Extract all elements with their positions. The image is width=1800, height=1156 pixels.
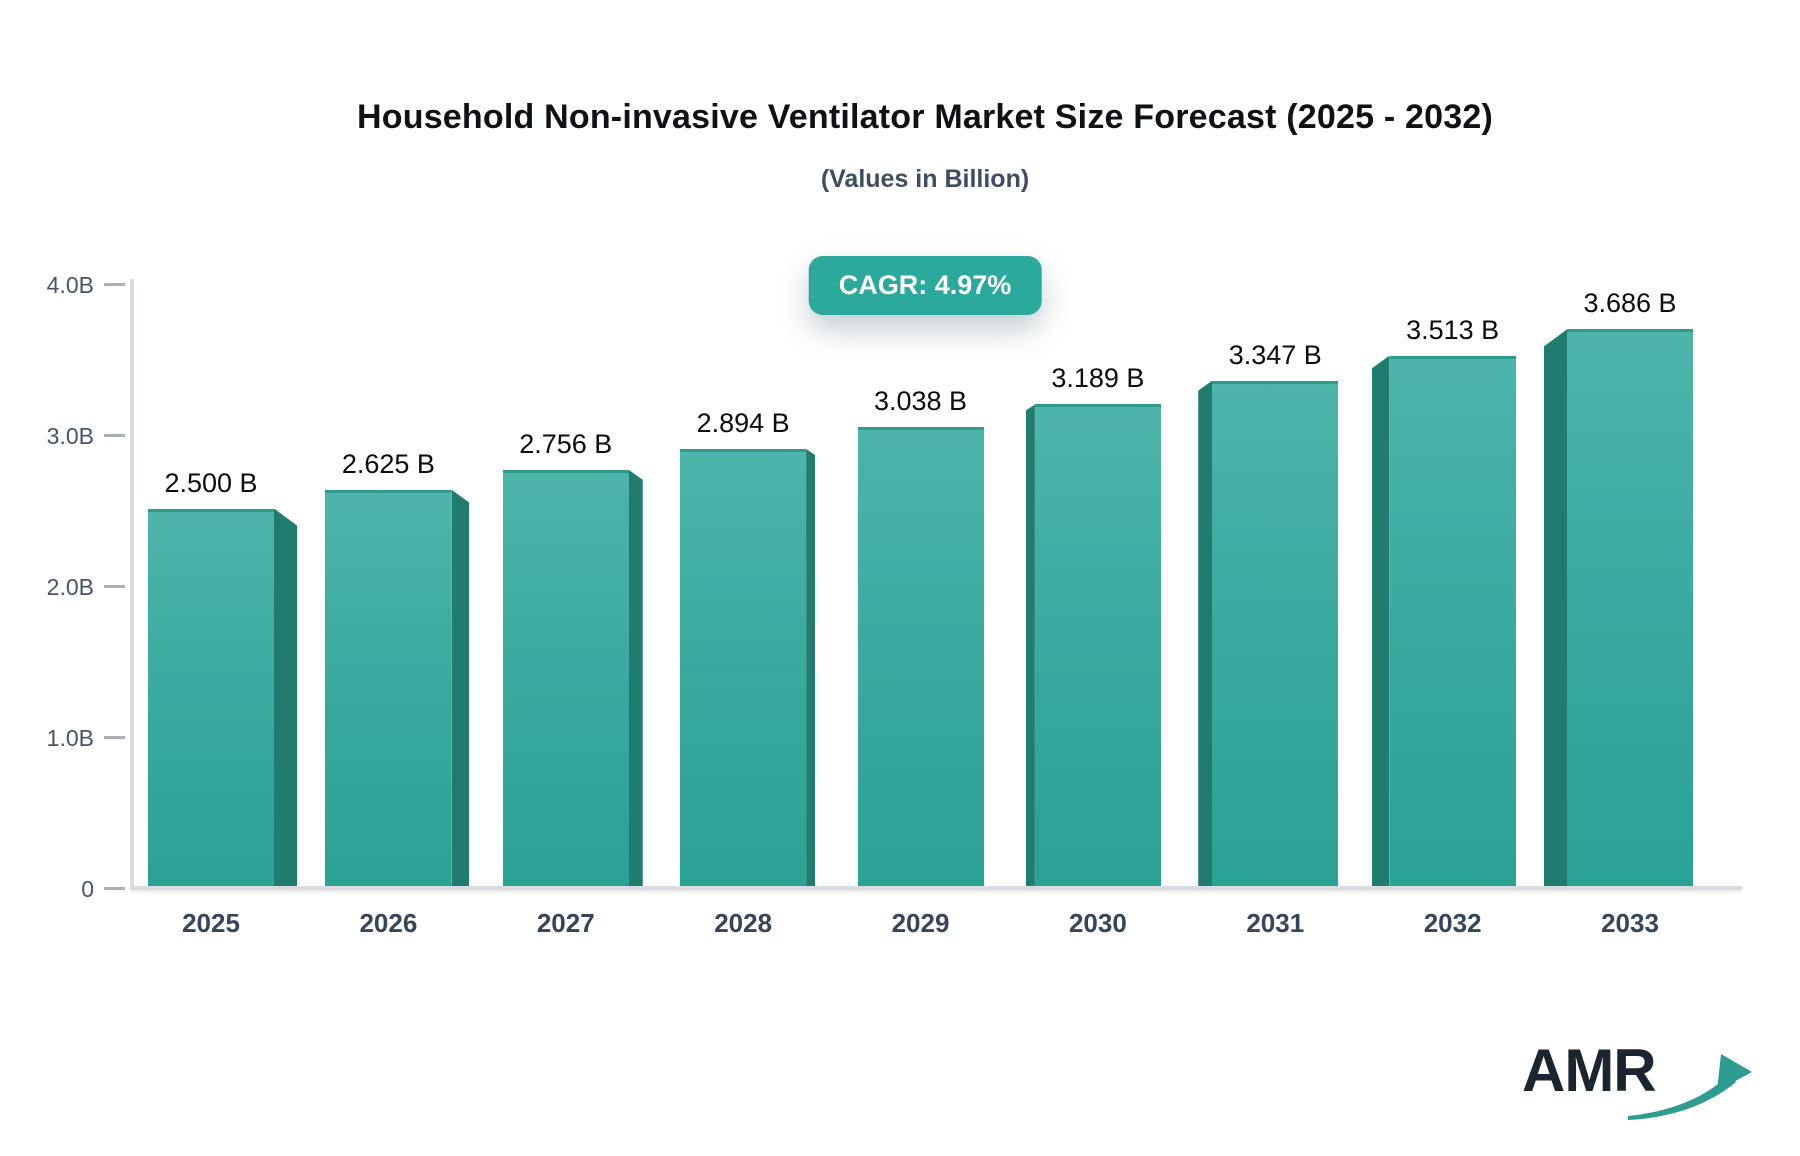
x-tick-label-2030: 2030 bbox=[1068, 908, 1127, 938]
bar-2032 bbox=[1389, 355, 1516, 886]
chart-subtitle: (Values in Billion) bbox=[820, 165, 1030, 193]
y-tick-dash bbox=[104, 736, 125, 739]
bar-value-label: 2.756 B bbox=[519, 428, 613, 459]
bar-side-2033 bbox=[1544, 329, 1567, 886]
y-tick-dash bbox=[104, 434, 125, 437]
bar-side-2028 bbox=[806, 449, 816, 886]
bar-2026 bbox=[325, 489, 452, 886]
x-tick-label-2033: 2033 bbox=[1601, 908, 1659, 938]
bar-value-label: 3.686 B bbox=[1583, 288, 1677, 319]
bar-value-label: 3.347 B bbox=[1228, 339, 1322, 370]
y-tick-label: 2.0B bbox=[46, 574, 94, 600]
bar-2027 bbox=[502, 469, 629, 886]
chart-title: Household Non-invasive Ventilator Market… bbox=[357, 98, 1493, 136]
bar-side-2031 bbox=[1198, 380, 1213, 886]
cagr-badge: CAGR: 4.97% bbox=[808, 256, 1042, 315]
growth-arrow-icon bbox=[1628, 1054, 1752, 1120]
bar-value-label: 2.894 B bbox=[696, 408, 790, 438]
x-tick-label-2031: 2031 bbox=[1246, 908, 1305, 938]
bar-2033 bbox=[1567, 329, 1693, 886]
y-tick-label: 0 bbox=[81, 876, 94, 902]
x-tick-label-2026: 2026 bbox=[359, 908, 418, 938]
y-tick-label: 4.0B bbox=[46, 272, 94, 298]
bar-side-2026 bbox=[451, 489, 470, 886]
x-axis-line bbox=[130, 886, 1742, 890]
x-tick-label-2027: 2027 bbox=[536, 908, 595, 938]
y-tick-dash bbox=[104, 283, 125, 286]
y-tick-dash bbox=[104, 585, 125, 588]
bar-2025 bbox=[148, 508, 274, 886]
y-tick-label: 3.0B bbox=[46, 423, 94, 449]
bar-value-label: 2.625 B bbox=[341, 448, 435, 479]
bar-side-2025 bbox=[274, 508, 297, 886]
x-tick-label-2029: 2029 bbox=[891, 908, 950, 938]
bar-2029 bbox=[857, 427, 984, 886]
bar-2030 bbox=[1034, 404, 1161, 886]
bar-2028 bbox=[680, 449, 807, 886]
bar-value-label: 2.500 B bbox=[164, 467, 258, 498]
bar-2031 bbox=[1212, 380, 1339, 886]
x-tick-label-2025: 2025 bbox=[182, 908, 240, 938]
amr-logo-text: AMR bbox=[1522, 1037, 1657, 1104]
bar-side-2030 bbox=[1025, 404, 1035, 886]
bar-side-2032 bbox=[1371, 355, 1390, 886]
y-tick-dash bbox=[104, 887, 125, 890]
x-tick-label-2028: 2028 bbox=[714, 908, 773, 938]
y-tick-label: 1.0B bbox=[46, 725, 94, 751]
bar-side-2027 bbox=[628, 469, 643, 886]
amr-logo: AMR bbox=[1522, 1030, 1752, 1130]
x-tick-label-2032: 2032 bbox=[1423, 908, 1482, 938]
bar-value-label: 3.038 B bbox=[873, 386, 968, 417]
y-axis-line bbox=[130, 279, 134, 886]
bar-value-label: 3.513 B bbox=[1406, 314, 1500, 345]
bar-value-label: 3.189 B bbox=[1051, 363, 1145, 394]
